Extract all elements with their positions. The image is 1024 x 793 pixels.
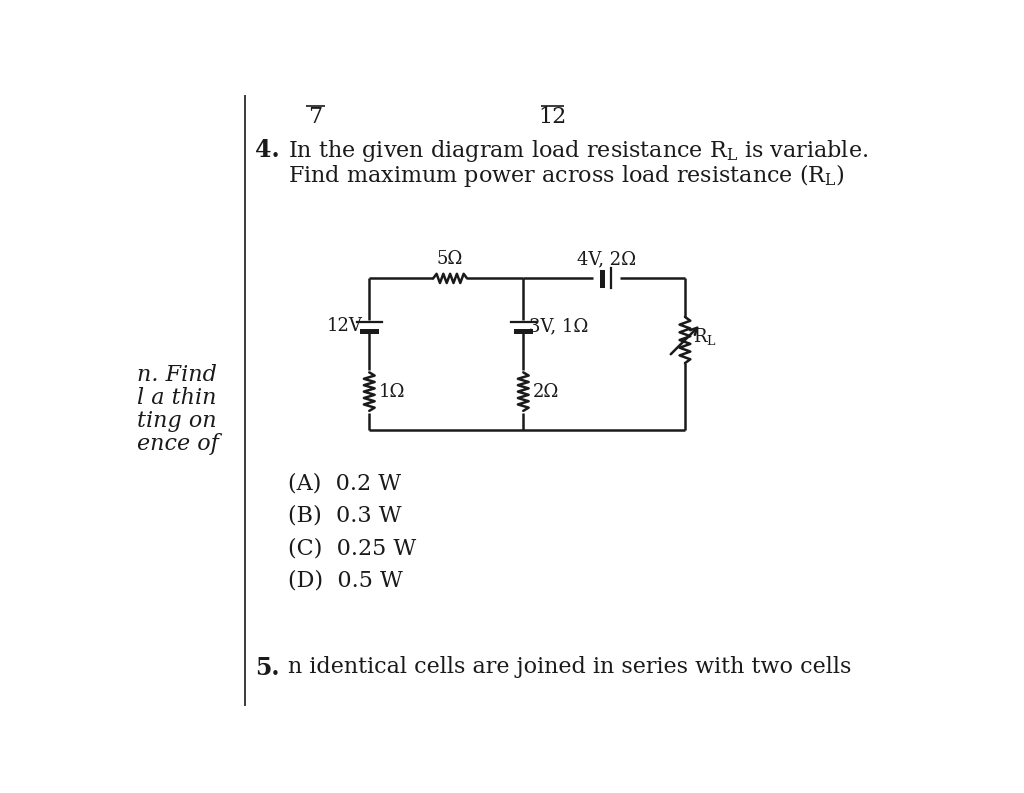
- Text: 2Ω: 2Ω: [532, 382, 559, 400]
- Text: 7: 7: [308, 105, 323, 128]
- Text: ting on: ting on: [137, 410, 216, 432]
- Text: n identical cells are joined in series with two cells: n identical cells are joined in series w…: [289, 656, 852, 678]
- Text: l a thin: l a thin: [137, 387, 216, 408]
- Text: 3V, 1Ω: 3V, 1Ω: [529, 317, 589, 335]
- Text: Find maximum power across load resistance (R$_\mathregular{L}$): Find maximum power across load resistanc…: [289, 162, 845, 190]
- Text: n. Find: n. Find: [137, 364, 217, 385]
- Text: ence of: ence of: [137, 433, 218, 455]
- Text: (D)  0.5 W: (D) 0.5 W: [289, 569, 403, 592]
- Text: 5Ω: 5Ω: [437, 251, 463, 268]
- Text: 1Ω: 1Ω: [379, 382, 406, 400]
- Text: In the given diagram load resistance R$_\mathregular{L}$ is variable.: In the given diagram load resistance R$_…: [289, 137, 868, 163]
- Text: (B)  0.3 W: (B) 0.3 W: [289, 505, 402, 527]
- Text: 4.: 4.: [255, 137, 280, 162]
- Text: 12: 12: [539, 105, 566, 128]
- Text: 12V: 12V: [328, 317, 364, 335]
- Text: 4V, 2Ω: 4V, 2Ω: [577, 251, 636, 268]
- Text: R$_\mathregular{L}$: R$_\mathregular{L}$: [692, 326, 717, 347]
- Text: (C)  0.25 W: (C) 0.25 W: [289, 537, 417, 559]
- Text: (A)  0.2 W: (A) 0.2 W: [289, 473, 401, 495]
- Text: 5.: 5.: [255, 656, 280, 680]
